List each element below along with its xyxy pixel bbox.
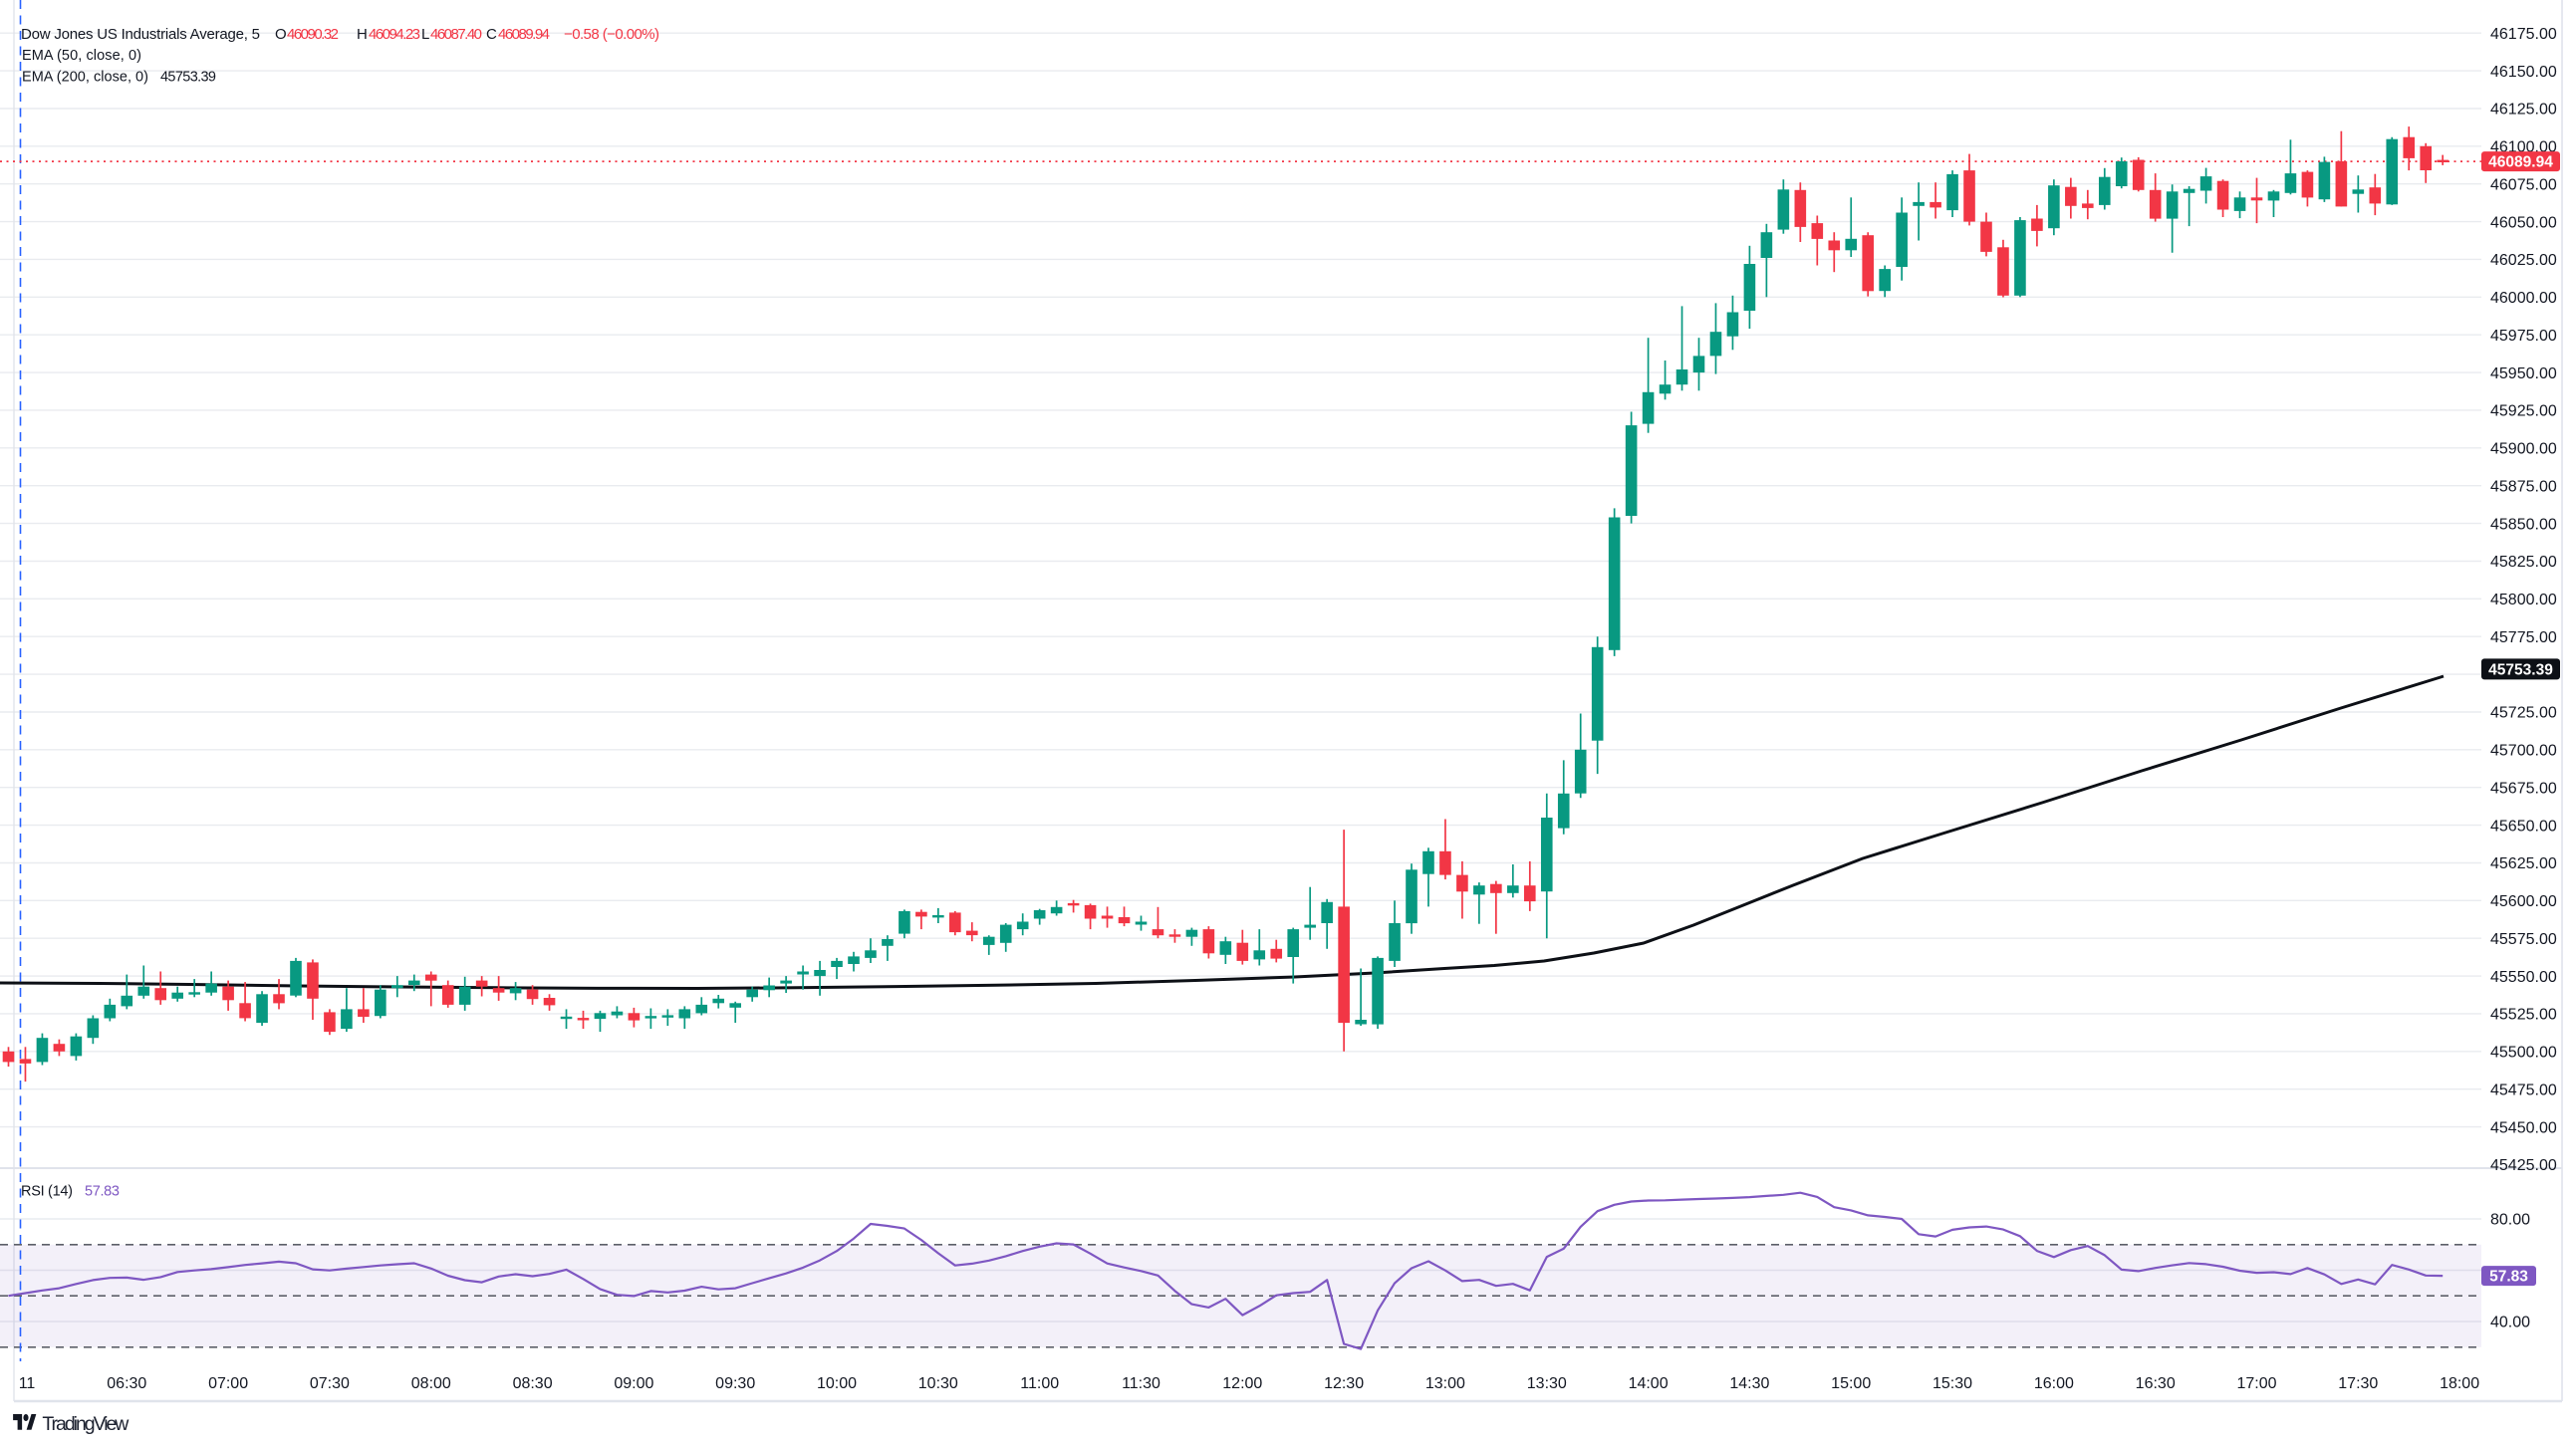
svg-text:12:00: 12:00	[1222, 1375, 1262, 1392]
svg-text:RSI (14): RSI (14)	[21, 1184, 73, 1200]
svg-text:17:30: 17:30	[2338, 1375, 2378, 1392]
svg-text:Dow Jones US Industrials Avera: Dow Jones US Industrials Average, 5	[21, 26, 260, 43]
svg-text:45975.00: 45975.00	[2490, 328, 2557, 345]
svg-text:45753.39: 45753.39	[2488, 661, 2553, 678]
svg-text:46050.00: 46050.00	[2490, 214, 2557, 231]
svg-text:40.00: 40.00	[2490, 1315, 2530, 1331]
svg-text:57.83: 57.83	[2489, 1269, 2528, 1286]
svg-text:17:00: 17:00	[2236, 1375, 2276, 1392]
svg-text:45675.00: 45675.00	[2490, 780, 2557, 797]
svg-text:80.00: 80.00	[2490, 1212, 2530, 1229]
svg-text:07:00: 07:00	[208, 1375, 248, 1392]
svg-text:45575.00: 45575.00	[2490, 931, 2557, 948]
svg-text:12:30: 12:30	[1324, 1375, 1364, 1392]
svg-text:45800.00: 45800.00	[2490, 592, 2557, 608]
svg-text:45425.00: 45425.00	[2490, 1157, 2557, 1174]
svg-text:13:30: 13:30	[1527, 1375, 1567, 1392]
svg-text:45875.00: 45875.00	[2490, 478, 2557, 495]
svg-text:09:00: 09:00	[614, 1375, 653, 1392]
svg-text:11:00: 11:00	[1020, 1375, 1059, 1392]
svg-text:15:00: 15:00	[1831, 1375, 1871, 1392]
svg-text:16:30: 16:30	[2136, 1375, 2176, 1392]
svg-text:46025.00: 46025.00	[2490, 252, 2557, 269]
svg-text:45725.00: 45725.00	[2490, 705, 2557, 722]
svg-text:45753.39: 45753.39	[160, 70, 216, 86]
svg-text:45700.00: 45700.00	[2490, 743, 2557, 760]
svg-text:10:30: 10:30	[918, 1375, 958, 1392]
svg-text:57.83: 57.83	[85, 1184, 120, 1200]
svg-text:46175.00: 46175.00	[2490, 26, 2557, 43]
svg-text:07:30: 07:30	[310, 1375, 350, 1392]
svg-text:45775.00: 45775.00	[2490, 629, 2557, 646]
svg-text:13:00: 13:00	[1425, 1375, 1465, 1392]
svg-text:46125.00: 46125.00	[2490, 102, 2557, 119]
svg-text:14:30: 14:30	[1729, 1375, 1769, 1392]
svg-text:11:30: 11:30	[1122, 1375, 1160, 1392]
svg-text:45825.00: 45825.00	[2490, 554, 2557, 571]
svg-text:45600.00: 45600.00	[2490, 893, 2557, 910]
svg-text:45450.00: 45450.00	[2490, 1119, 2557, 1136]
svg-text:14:00: 14:00	[1629, 1375, 1669, 1392]
svg-text:06:30: 06:30	[107, 1375, 146, 1392]
svg-text:45900.00: 45900.00	[2490, 441, 2557, 458]
svg-text:46000.00: 46000.00	[2490, 290, 2557, 307]
svg-text:45475.00: 45475.00	[2490, 1082, 2557, 1098]
svg-text:09:30: 09:30	[715, 1375, 755, 1392]
svg-text:EMA (200, close, 0): EMA (200, close, 0)	[22, 70, 148, 86]
svg-text:45500.00: 45500.00	[2490, 1045, 2557, 1062]
svg-text:08:00: 08:00	[411, 1375, 451, 1392]
svg-text:45850.00: 45850.00	[2490, 516, 2557, 533]
svg-text:45525.00: 45525.00	[2490, 1007, 2557, 1024]
svg-text:45925.00: 45925.00	[2490, 403, 2557, 420]
svg-text:10:00: 10:00	[817, 1375, 857, 1392]
svg-text:45650.00: 45650.00	[2490, 818, 2557, 835]
svg-text:15:30: 15:30	[1932, 1375, 1972, 1392]
svg-text:TradingView: TradingView	[42, 1413, 129, 1435]
svg-text:16:00: 16:00	[2034, 1375, 2074, 1392]
svg-text:46150.00: 46150.00	[2490, 64, 2557, 81]
svg-text:18:00: 18:00	[2440, 1375, 2479, 1392]
svg-text:46075.00: 46075.00	[2490, 176, 2557, 193]
svg-text:08:30: 08:30	[513, 1375, 553, 1392]
svg-text:45950.00: 45950.00	[2490, 365, 2557, 382]
svg-text:46089.94: 46089.94	[2488, 154, 2553, 171]
svg-text:45625.00: 45625.00	[2490, 855, 2557, 872]
svg-text:EMA (50, close, 0): EMA (50, close, 0)	[22, 48, 141, 64]
svg-text:11: 11	[19, 1375, 36, 1392]
svg-text:45550.00: 45550.00	[2490, 969, 2557, 986]
